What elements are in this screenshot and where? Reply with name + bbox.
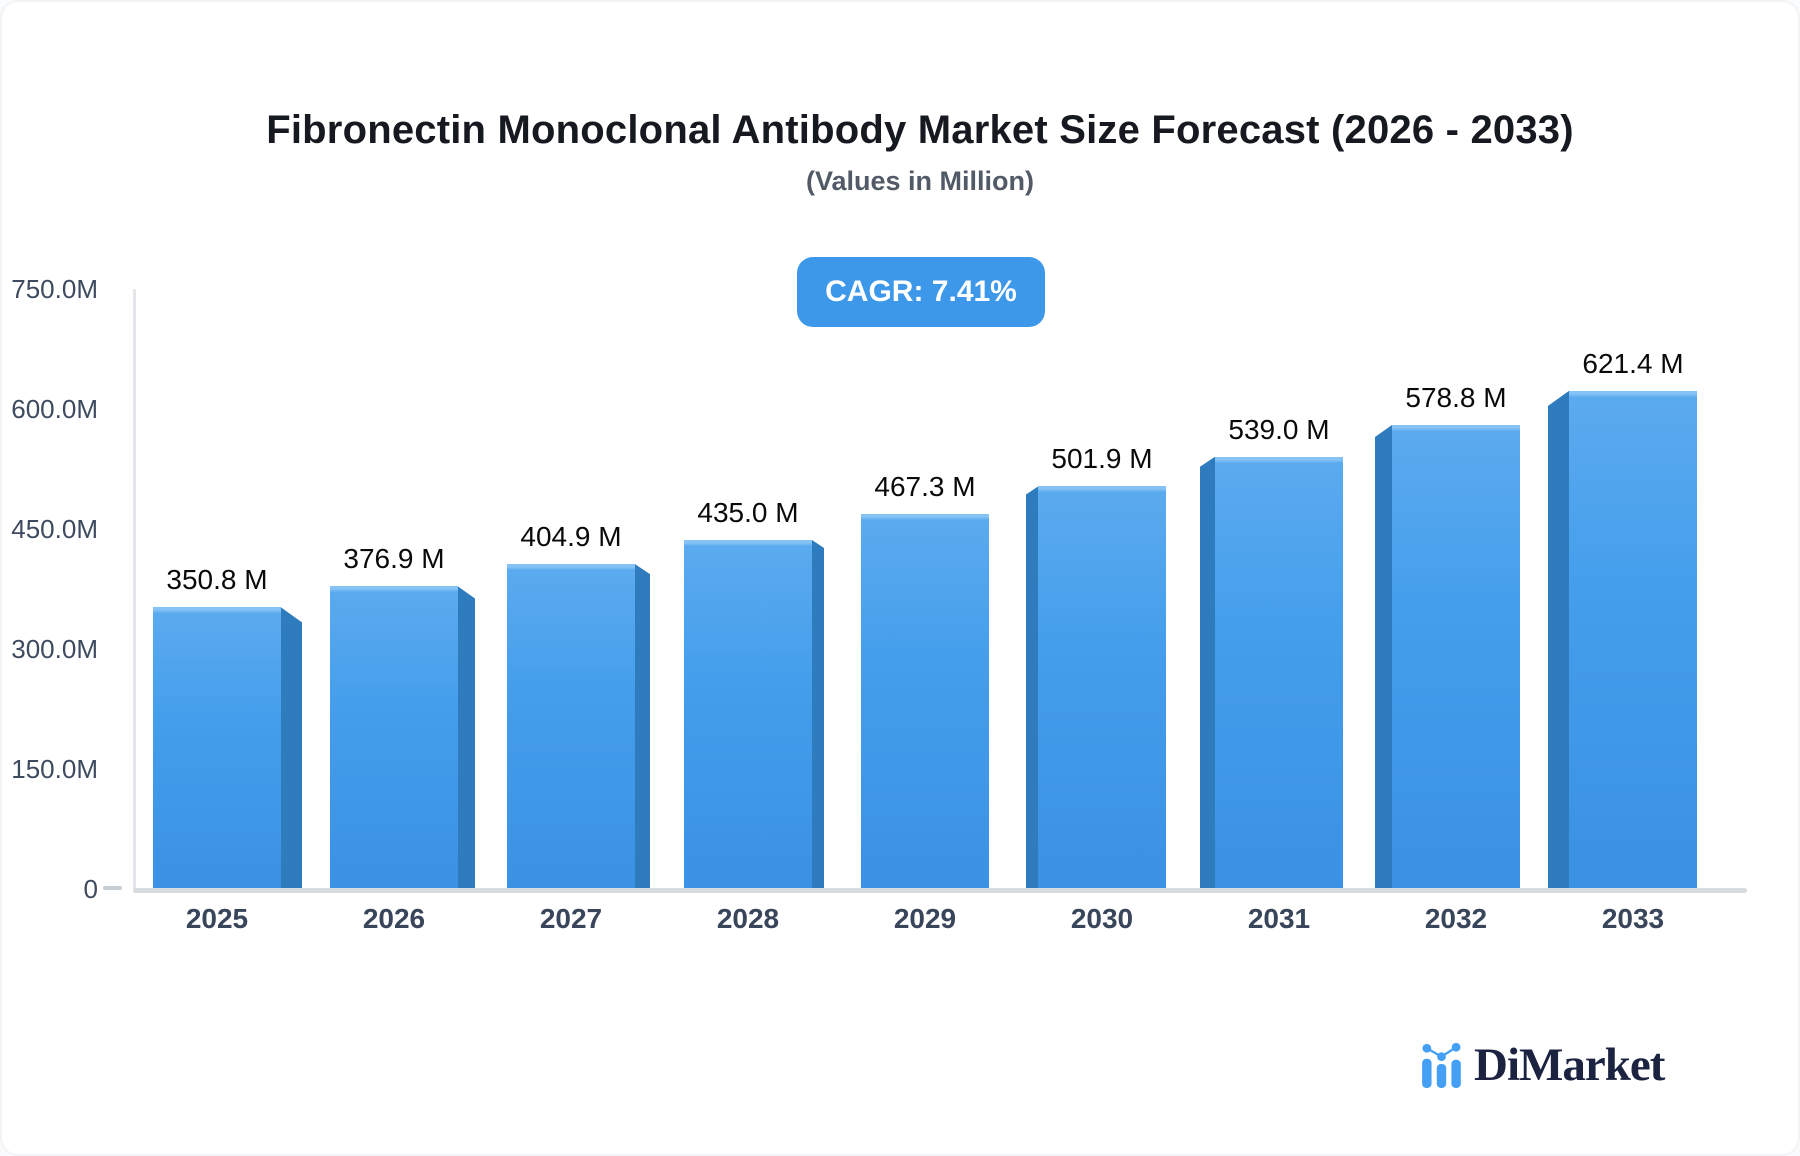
y-axis-tick-label-600.0M: 600.0M xyxy=(11,394,98,424)
y-axis-tick-label-750.0M: 750.0M xyxy=(11,274,98,304)
bar-2031[interactable] xyxy=(1215,456,1343,891)
bar-2028[interactable] xyxy=(684,540,812,891)
value-label-2031: 539.0 M xyxy=(1228,413,1330,445)
value-label-2029: 467.3 M xyxy=(874,471,976,503)
bar-2027[interactable] xyxy=(507,564,635,891)
value-label-2033: 621.4 M xyxy=(1582,347,1684,379)
bar-2029[interactable] xyxy=(861,514,989,891)
y-axis-tick-label-150.0M: 150.0M xyxy=(11,754,98,784)
value-label-2032: 578.8 M xyxy=(1405,381,1507,413)
bar-side-2025 xyxy=(281,607,302,891)
chart-title: Fibronectin Monoclonal Antibody Market S… xyxy=(266,108,1574,152)
value-label-2027: 404.9 M xyxy=(520,521,622,553)
value-label-2026: 376.9 M xyxy=(343,543,445,575)
bar-side-2026 xyxy=(458,586,475,891)
cagr-badge: CAGR: 7.41% xyxy=(797,257,1045,327)
bar-side-2028 xyxy=(812,540,824,891)
y-axis-tick-label-300.0M: 300.0M xyxy=(11,634,98,664)
bar-2026[interactable] xyxy=(330,586,458,891)
bar-2025[interactable] xyxy=(153,607,281,891)
y-axis-line xyxy=(133,289,136,890)
category-label-2031: 2031 xyxy=(1247,903,1311,934)
bar-side-2030 xyxy=(1026,486,1038,891)
bar-2030[interactable] xyxy=(1038,486,1166,891)
value-label-2028: 435.0 M xyxy=(697,497,799,528)
y-axis-tick-label-0: 0 xyxy=(83,874,98,904)
category-label-2033: 2033 xyxy=(1601,903,1665,934)
bar-2032[interactable] xyxy=(1392,424,1520,891)
chart-subtitle: (Values in Million) xyxy=(805,166,1035,196)
bar-side-2031 xyxy=(1200,456,1215,891)
x-axis-baseline xyxy=(133,888,1747,893)
brand-logo: DiMarket xyxy=(1422,1039,1665,1091)
category-label-2029: 2029 xyxy=(893,903,957,934)
bar-side-2032 xyxy=(1375,424,1392,891)
zero-tick-mark xyxy=(103,886,122,890)
bar-2033[interactable] xyxy=(1569,390,1697,891)
bar-chart-with-trend-dots-icon xyxy=(1422,1042,1461,1088)
y-axis-tick-label-450.0M: 450.0M xyxy=(11,514,98,544)
value-label-2030: 501.9 M xyxy=(1051,443,1153,475)
value-label-2025: 350.8 M xyxy=(166,564,268,596)
brand-name: DiMarket xyxy=(1474,1039,1665,1091)
category-label-2032: 2032 xyxy=(1424,903,1488,934)
bar-side-2027 xyxy=(635,564,650,891)
bar-side-2033 xyxy=(1548,390,1569,891)
category-label-2028: 2028 xyxy=(716,903,780,934)
category-label-2027: 2027 xyxy=(539,903,603,934)
category-label-2030: 2030 xyxy=(1070,903,1134,934)
category-label-2026: 2026 xyxy=(362,903,426,934)
cagr-label: CAGR: 7.41% xyxy=(825,275,1017,308)
category-label-2025: 2025 xyxy=(185,903,249,934)
